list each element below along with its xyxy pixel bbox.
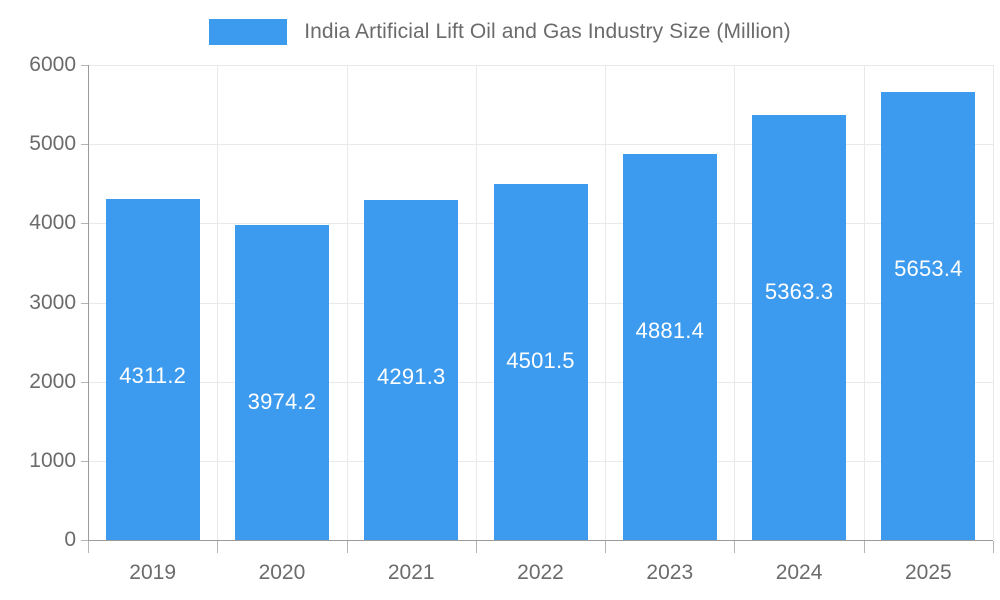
x-axis-line: [88, 540, 993, 541]
x-axis-tick-label: 2023: [646, 561, 694, 584]
gridline-vertical: [347, 65, 348, 540]
bar-value-label: 4311.2: [119, 362, 187, 388]
x-axis-tick: [993, 541, 994, 553]
x-axis-tick-label: 2019: [129, 561, 176, 584]
x-axis-tick-label: 2021: [387, 561, 435, 584]
gridline-vertical: [605, 65, 606, 540]
y-axis-tick: [81, 144, 88, 146]
y-axis-tick-label: 4000: [29, 211, 76, 235]
y-axis-tick: [81, 540, 88, 541]
x-axis-tick: [476, 541, 477, 553]
bar-value-label: 4501.5: [506, 347, 575, 373]
bar-value-label: 5653.4: [894, 256, 963, 282]
gridline-vertical: [476, 65, 477, 540]
x-axis-tick-label: 2025: [904, 561, 952, 584]
bar[interactable]: [881, 92, 976, 540]
x-axis-tick: [734, 541, 735, 553]
bar-value-label: 4291.3: [376, 364, 446, 390]
chart-legend: India Artificial Lift Oil and Gas Indust…: [0, 17, 1000, 47]
legend-color-swatch: [209, 19, 288, 45]
bar-value-label: 5363.3: [764, 279, 834, 305]
bar[interactable]: [493, 183, 588, 540]
y-axis-tick-label: 6000: [29, 53, 76, 76]
bar[interactable]: [234, 225, 329, 540]
x-axis-tick-label: 2020: [258, 561, 306, 584]
y-axis-tick-label: 1000: [29, 448, 76, 472]
bar[interactable]: [622, 153, 717, 540]
legend-item[interactable]: India Artificial Lift Oil and Gas Indust…: [209, 19, 791, 45]
x-axis-tick: [605, 541, 606, 553]
y-axis-tick: [81, 65, 88, 66]
y-axis-tick-label: 5000: [29, 132, 76, 156]
gridline-vertical: [217, 65, 218, 540]
gridline-vertical: [734, 65, 735, 540]
gridline-vertical: [993, 65, 994, 540]
y-axis-tick-label: 0: [64, 528, 76, 551]
y-axis-tick: [81, 302, 88, 304]
x-axis-tick: [864, 541, 865, 553]
x-axis-tick-label: 2022: [517, 561, 564, 584]
plot-area: 4311.2 3974.2 4291.3 4501.5 4881.4 5363.3 5653…: [88, 65, 994, 541]
x-axis-tick: [347, 541, 348, 553]
y-axis-tick: [81, 460, 88, 462]
bar[interactable]: [364, 200, 459, 540]
gridline-vertical: [864, 65, 865, 540]
bar-value-label: 3974.2: [247, 389, 317, 415]
bar-value-label: 4881.4: [635, 317, 705, 343]
y-axis-tick-label: 3000: [29, 290, 76, 314]
legend-label: India Artificial Lift Oil and Gas Indust…: [304, 20, 791, 43]
gridline-horizontal: [88, 65, 993, 66]
x-axis-tick: [217, 541, 218, 553]
bar[interactable]: [105, 198, 200, 540]
y-axis-tick: [81, 223, 88, 225]
bar[interactable]: [752, 115, 847, 540]
y-axis-tick: [81, 381, 88, 383]
x-axis-tick: [88, 541, 89, 553]
y-axis-line: [88, 65, 89, 541]
gridline-horizontal: [88, 144, 993, 146]
x-axis-tick-label: 2024: [775, 561, 823, 584]
y-axis-tick-label: 2000: [29, 369, 76, 393]
